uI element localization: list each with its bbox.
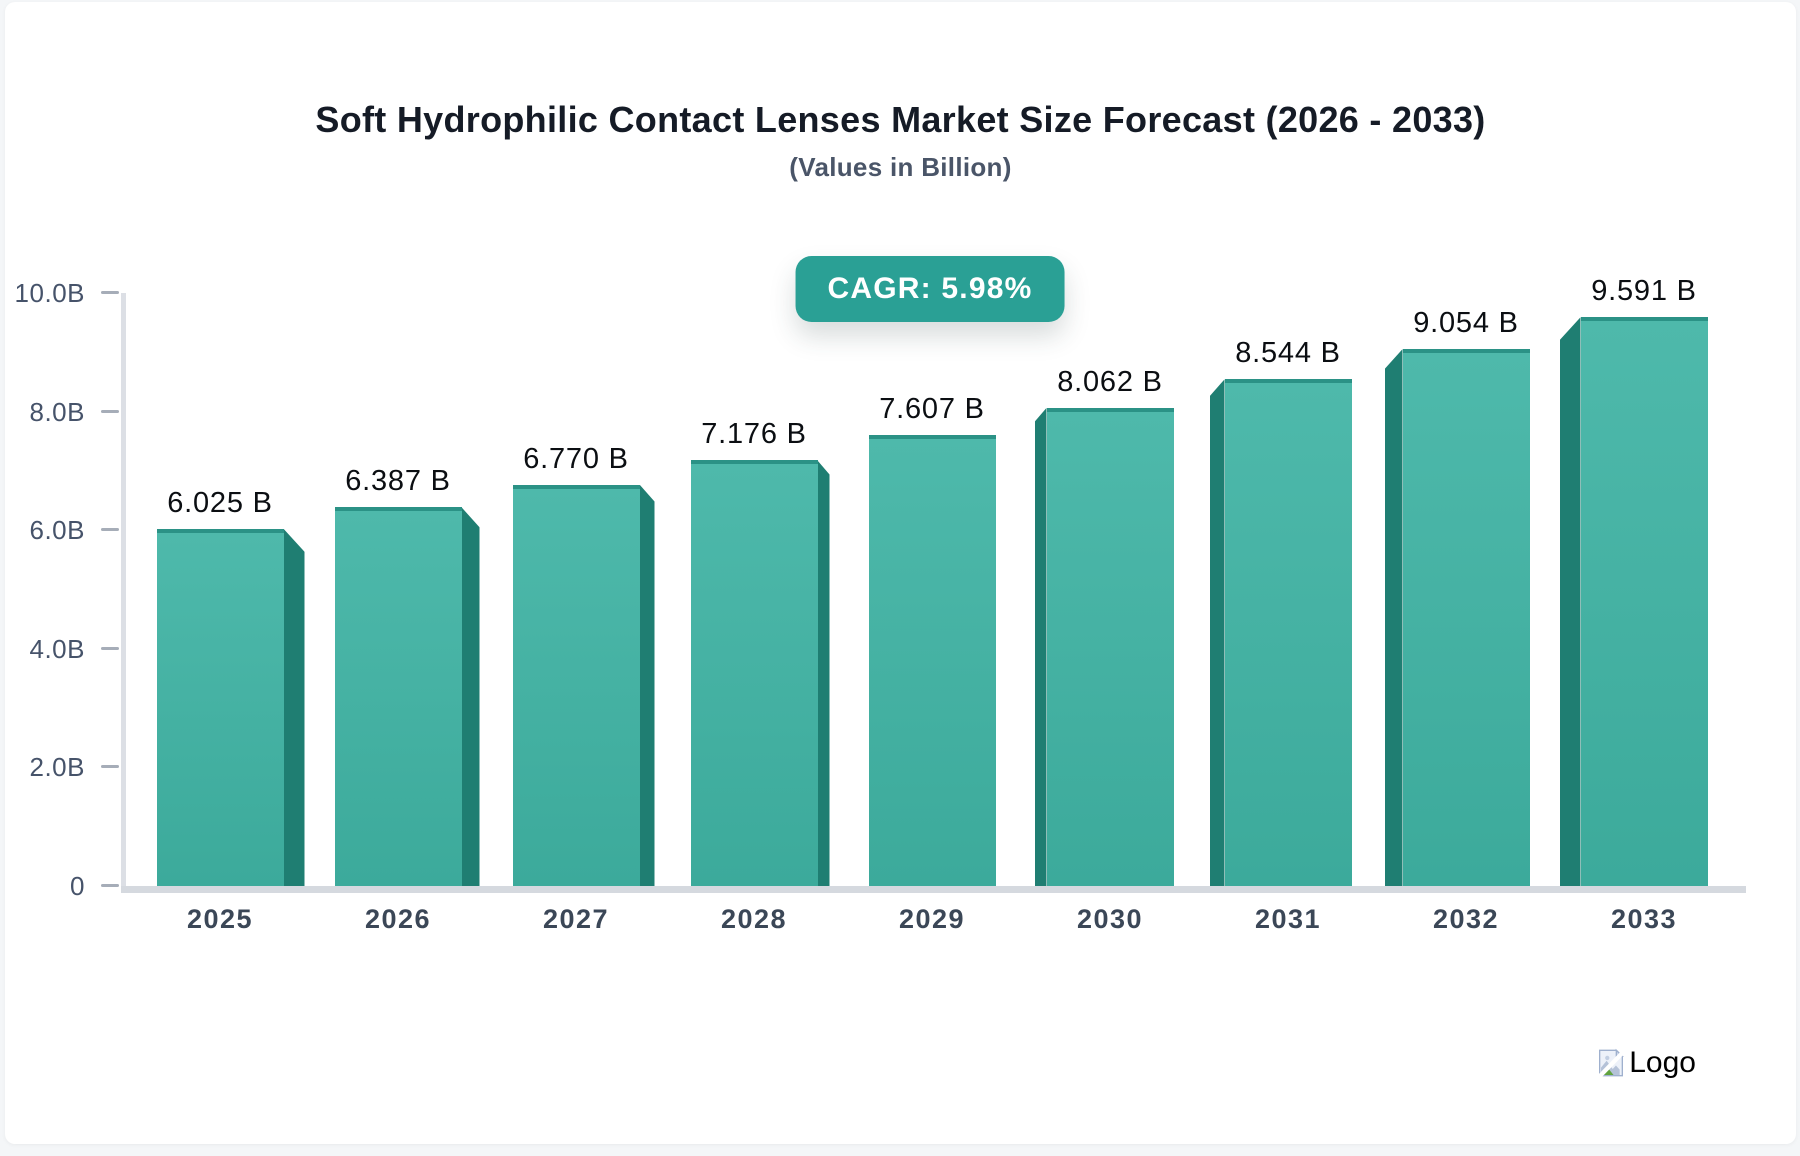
y-axis-tick-label: 6.0B (29, 515, 85, 546)
bar-side (1209, 379, 1225, 886)
y-axis-tick-label: 0 (70, 871, 85, 901)
chart-card: Soft Hydrophilic Contact Lenses Market S… (5, 2, 1796, 1144)
x-axis-line (121, 886, 1746, 893)
bar-side (1384, 349, 1403, 886)
x-axis-label: 2028 (720, 904, 788, 934)
chart-title: Soft Hydrophilic Contact Lenses Market S… (315, 99, 1486, 140)
bar (334, 507, 462, 886)
cagr-badge: CAGR: 5.98% (795, 256, 1065, 322)
bar-value-label: 7.176 B (701, 418, 807, 451)
bar-value-label: 6.770 B (523, 442, 629, 475)
chart-area: 10.0B 8.0B 6.0B 4.0B 2.0B 0 6.025 B 2025 6.387 B… (5, 2, 1796, 1144)
bar-value-label: 9.054 B (1413, 307, 1519, 340)
bar-side (1559, 317, 1581, 886)
logo-alt-text: Logo (1629, 1046, 1696, 1079)
bar-side (817, 460, 830, 886)
broken-image-icon (1595, 1047, 1627, 1079)
x-axis-label: 2026 (364, 904, 432, 934)
x-axis-label: 2030 (1076, 904, 1144, 934)
bar (1402, 349, 1530, 886)
bar-side (283, 528, 305, 886)
y-axis-line (121, 293, 126, 886)
x-axis-label: 2029 (898, 904, 966, 934)
bar-value-label: 9.591 B (1591, 275, 1697, 308)
y-axis-tick-label: 8.0B (29, 396, 85, 427)
y-axis-tick (101, 409, 119, 413)
bar (1224, 379, 1352, 886)
y-axis-tick (101, 765, 119, 769)
bar (156, 528, 284, 886)
bar-value-label: 6.025 B (167, 486, 273, 519)
x-axis-label: 2031 (1254, 904, 1322, 934)
y-axis-tick (101, 884, 119, 887)
x-axis-label: 2033 (1610, 904, 1678, 934)
chart-subtitle: (Values in Billion) (789, 152, 1012, 182)
bar (512, 484, 640, 886)
x-axis-label: 2025 (186, 904, 254, 934)
y-axis-tick (101, 291, 119, 294)
bar (868, 434, 996, 886)
y-axis-tick-label: 10.0B (14, 278, 85, 308)
y-axis-tick (101, 528, 119, 532)
y-axis-tick (101, 646, 119, 650)
y-axis-tick-label: 4.0B (29, 633, 85, 664)
bar (1046, 407, 1174, 886)
y-axis-tick-label: 2.0B (29, 752, 85, 783)
bar-side (639, 484, 655, 886)
bar (690, 460, 818, 886)
bar-side (461, 507, 480, 886)
bar-value-label: 6.387 B (345, 465, 451, 498)
bar-side (1034, 407, 1047, 886)
x-axis-label: 2027 (542, 904, 610, 934)
x-axis-label: 2032 (1432, 904, 1500, 934)
bar-value-label: 8.544 B (1235, 337, 1341, 370)
bar-value-label: 7.607 B (879, 392, 985, 425)
bar-value-label: 8.062 B (1057, 365, 1163, 398)
logo: Logo (1595, 1046, 1696, 1080)
bar (1580, 317, 1708, 886)
